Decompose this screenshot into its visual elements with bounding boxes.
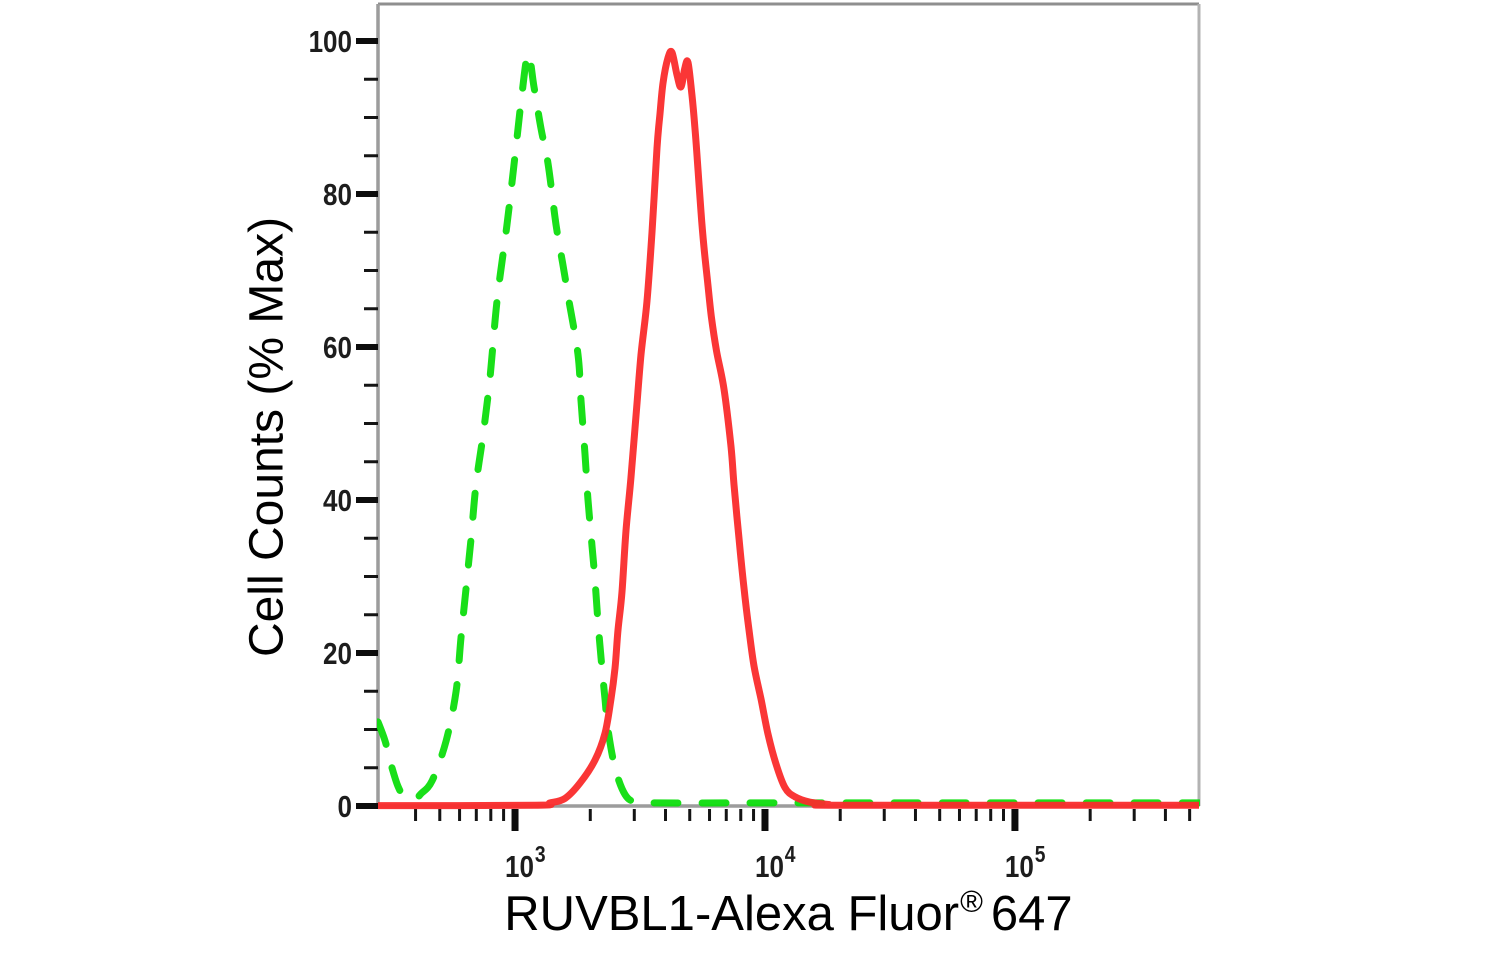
x-tick-label: 103 xyxy=(505,843,546,885)
x-axis-title-text: RUVBL1-Alexa Fluor xyxy=(504,887,960,941)
y-tick-label: 80 xyxy=(323,178,352,213)
registered-trademark-icon: ® xyxy=(960,884,983,919)
y-tick-label: 60 xyxy=(323,331,352,366)
x-axis-title: RUVBL1-Alexa Fluor® 647 xyxy=(378,884,1199,942)
y-tick-label: 40 xyxy=(323,484,352,519)
red-solid-curve xyxy=(377,47,1200,810)
y-tick-label: 20 xyxy=(323,637,352,672)
x-tick-label: 104 xyxy=(755,843,796,885)
green-dashed-curve xyxy=(377,50,1200,807)
x-tick-label: 105 xyxy=(1005,843,1046,885)
y-tick-label: 0 xyxy=(338,790,352,825)
y-tick-label: 100 xyxy=(309,25,352,60)
x-axis-title-number: 647 xyxy=(990,887,1073,941)
